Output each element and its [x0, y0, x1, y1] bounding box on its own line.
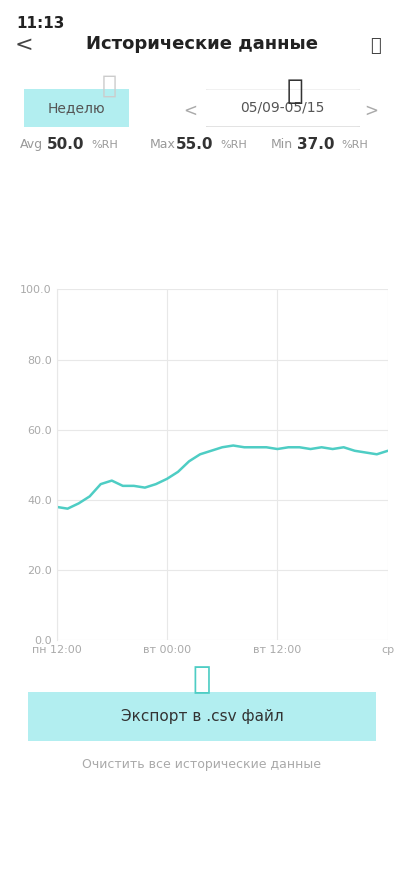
- Text: %RH: %RH: [220, 139, 247, 150]
- Text: 11:13: 11:13: [16, 16, 65, 31]
- Text: Avg: Avg: [20, 139, 43, 151]
- Text: >: >: [365, 102, 379, 119]
- Text: Min: Min: [271, 139, 293, 151]
- Text: 05/09-05/15: 05/09-05/15: [241, 101, 325, 115]
- Text: %RH: %RH: [341, 139, 368, 150]
- Text: <: <: [183, 102, 197, 119]
- FancyBboxPatch shape: [4, 690, 400, 743]
- Text: 💧: 💧: [193, 665, 211, 695]
- Text: 37.0: 37.0: [297, 137, 335, 153]
- FancyBboxPatch shape: [21, 89, 133, 127]
- Text: 🌡: 🌡: [101, 74, 117, 97]
- Text: Неделю: Неделю: [48, 101, 105, 115]
- Text: ⏱: ⏱: [370, 37, 381, 55]
- Text: %RH: %RH: [91, 139, 118, 150]
- Text: Исторические данные: Исторические данные: [86, 35, 318, 53]
- Text: 💧: 💧: [286, 77, 303, 105]
- FancyBboxPatch shape: [202, 89, 364, 127]
- Text: Max: Max: [149, 139, 175, 151]
- Text: Очистить все исторические данные: Очистить все исторические данные: [82, 759, 322, 771]
- Text: <: <: [15, 35, 34, 55]
- Text: Экспорт в .csv файл: Экспорт в .csv файл: [121, 709, 283, 724]
- Text: 50.0: 50.0: [46, 137, 84, 153]
- Text: 55.0: 55.0: [176, 137, 213, 153]
